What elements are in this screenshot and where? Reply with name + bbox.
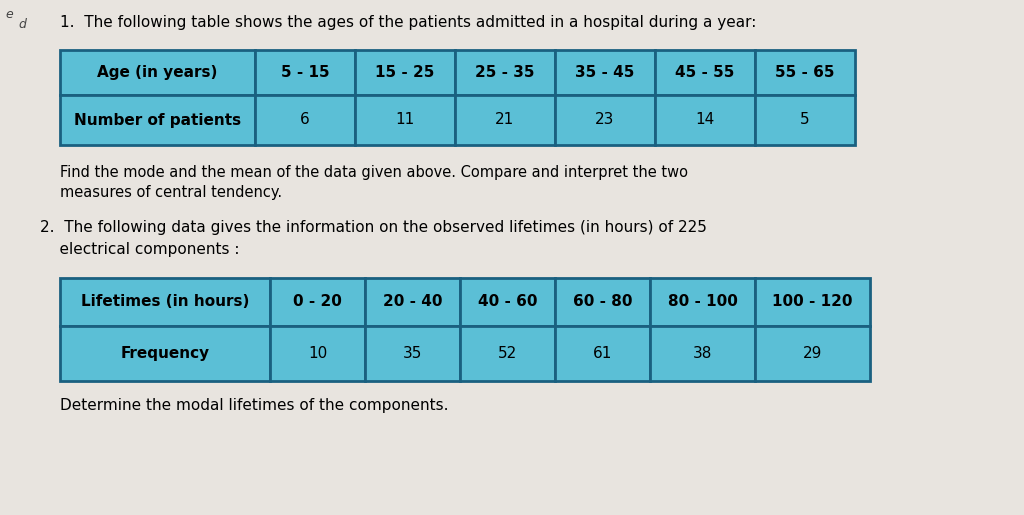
Text: Number of patients: Number of patients <box>74 112 241 128</box>
Bar <box>655 50 755 95</box>
Bar <box>650 326 755 381</box>
Text: 5 - 15: 5 - 15 <box>281 65 330 80</box>
Bar <box>60 278 270 326</box>
Text: Lifetimes (in hours): Lifetimes (in hours) <box>81 295 249 310</box>
Text: 23: 23 <box>595 112 614 128</box>
Bar <box>270 278 365 326</box>
Text: Find the mode and the mean of the data given above. Compare and interpret the tw: Find the mode and the mean of the data g… <box>60 165 688 180</box>
Text: 25 - 35: 25 - 35 <box>475 65 535 80</box>
Bar <box>650 278 755 326</box>
Text: 29: 29 <box>803 346 822 361</box>
Bar <box>460 278 555 326</box>
Bar <box>555 95 655 145</box>
Text: e: e <box>5 8 12 21</box>
Text: 80 - 100: 80 - 100 <box>668 295 737 310</box>
Text: 45 - 55: 45 - 55 <box>675 65 734 80</box>
Text: 2.  The following data gives the information on the observed lifetimes (in hours: 2. The following data gives the informat… <box>40 220 707 235</box>
Text: 55 - 65: 55 - 65 <box>775 65 835 80</box>
Text: 14: 14 <box>695 112 715 128</box>
Text: 6: 6 <box>300 112 310 128</box>
Bar <box>255 50 355 95</box>
Bar <box>755 95 855 145</box>
Text: 60 - 80: 60 - 80 <box>572 295 632 310</box>
Text: 0 - 20: 0 - 20 <box>293 295 342 310</box>
Text: 35 - 45: 35 - 45 <box>575 65 635 80</box>
Bar <box>355 50 455 95</box>
Bar <box>365 326 460 381</box>
Text: 20 - 40: 20 - 40 <box>383 295 442 310</box>
Text: Frequency: Frequency <box>121 346 210 361</box>
Bar <box>60 326 270 381</box>
Bar <box>60 95 255 145</box>
Text: 61: 61 <box>593 346 612 361</box>
Bar <box>355 95 455 145</box>
Text: 38: 38 <box>693 346 712 361</box>
Bar <box>455 50 555 95</box>
Text: 35: 35 <box>402 346 422 361</box>
Text: 15 - 25: 15 - 25 <box>376 65 434 80</box>
Text: 40 - 60: 40 - 60 <box>478 295 538 310</box>
Text: 11: 11 <box>395 112 415 128</box>
Bar <box>555 278 650 326</box>
Text: 21: 21 <box>496 112 515 128</box>
Bar <box>755 50 855 95</box>
Bar <box>655 95 755 145</box>
Bar <box>460 326 555 381</box>
Bar <box>555 50 655 95</box>
Bar <box>60 50 255 95</box>
Text: 100 - 120: 100 - 120 <box>772 295 853 310</box>
Text: Age (in years): Age (in years) <box>97 65 218 80</box>
Bar <box>755 326 870 381</box>
Bar <box>365 278 460 326</box>
Bar <box>555 326 650 381</box>
Text: d: d <box>18 18 26 31</box>
Text: electrical components :: electrical components : <box>40 242 240 257</box>
Bar <box>455 95 555 145</box>
Text: 1.  The following table shows the ages of the patients admitted in a hospital du: 1. The following table shows the ages of… <box>60 15 757 30</box>
Text: Determine the modal lifetimes of the components.: Determine the modal lifetimes of the com… <box>60 398 449 413</box>
Text: measures of central tendency.: measures of central tendency. <box>60 185 283 200</box>
Text: 5: 5 <box>800 112 810 128</box>
Text: 10: 10 <box>308 346 327 361</box>
Bar <box>270 326 365 381</box>
Bar <box>255 95 355 145</box>
Text: 52: 52 <box>498 346 517 361</box>
Bar <box>755 278 870 326</box>
